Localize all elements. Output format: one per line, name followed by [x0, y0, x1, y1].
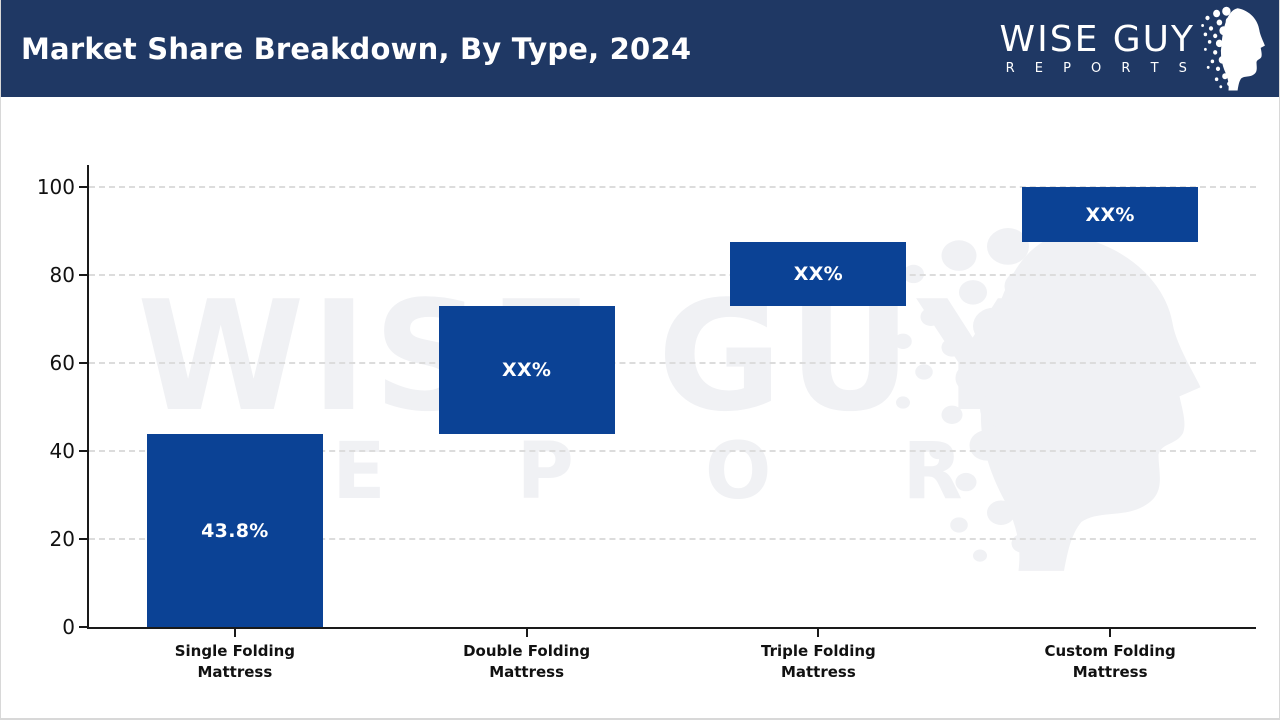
bar-value-label: XX% [793, 262, 843, 285]
header-band: Market Share Breakdown, By Type, 2024 WI… [1, 0, 1279, 97]
gridline-20 [89, 538, 1256, 540]
y-tick-label-100: 100 [36, 175, 75, 199]
x-tick-mark-1 [525, 629, 528, 637]
y-tick-mark-40 [79, 450, 87, 452]
category-label: Single Folding Mattress [174, 642, 296, 681]
bar-value-label: 43.8% [201, 519, 269, 542]
x-tick-mark-0 [233, 629, 236, 637]
gridline-80 [89, 274, 1256, 276]
gridline-100 [89, 186, 1256, 188]
y-tick-mark-60 [79, 362, 87, 364]
plot-area: WISE GUY R E P O R T S 0 20 40 60 80 100 43.8%… [37, 165, 1280, 681]
bar-segment: XX% [730, 242, 907, 306]
gridline-40 [89, 450, 1256, 452]
bar-segment: XX% [1022, 187, 1199, 242]
category-label: Triple Folding Mattress [760, 642, 876, 681]
bar-segment: 43.8% [146, 434, 323, 627]
x-axis-line [87, 627, 1256, 629]
y-tick-mark-20 [79, 538, 87, 540]
wiseguy-logo-line2: R E P O R T S [1005, 60, 1195, 76]
x-tick-mark-2 [817, 629, 820, 637]
y-tick-mark-0 [79, 626, 87, 628]
y-tick-mark-80 [79, 274, 87, 276]
wiseguy-logo-line1: WISE GUY [999, 19, 1195, 61]
x-tick-mark-3 [1109, 629, 1112, 637]
watermark-head-icon [882, 228, 1201, 571]
wiseguy-head-icon [1201, 6, 1265, 91]
y-axis-line [87, 165, 89, 629]
y-tick-label-80: 80 [49, 263, 75, 287]
y-tick-mark-100 [79, 186, 87, 188]
y-tick-label-60: 60 [49, 351, 75, 375]
gridline-60 [89, 362, 1256, 364]
page-title: Market Share Breakdown, By Type, 2024 [21, 31, 692, 66]
bar-value-label: XX% [502, 359, 552, 382]
y-tick-label-0: 0 [62, 615, 75, 639]
bar-segment: XX% [438, 305, 615, 435]
bar-value-label: XX% [1085, 203, 1135, 226]
y-tick-label-40: 40 [49, 439, 75, 463]
y-tick-label-20: 20 [49, 527, 75, 551]
category-label: Custom Folding Mattress [1044, 642, 1176, 681]
wiseguy-logo: WISE GUY R E P O R T S [1000, 4, 1268, 93]
wiseguy-logo-text: WISE GUY R E P O R T S [1000, 21, 1196, 76]
category-label: Double Folding Mattress [463, 642, 591, 681]
